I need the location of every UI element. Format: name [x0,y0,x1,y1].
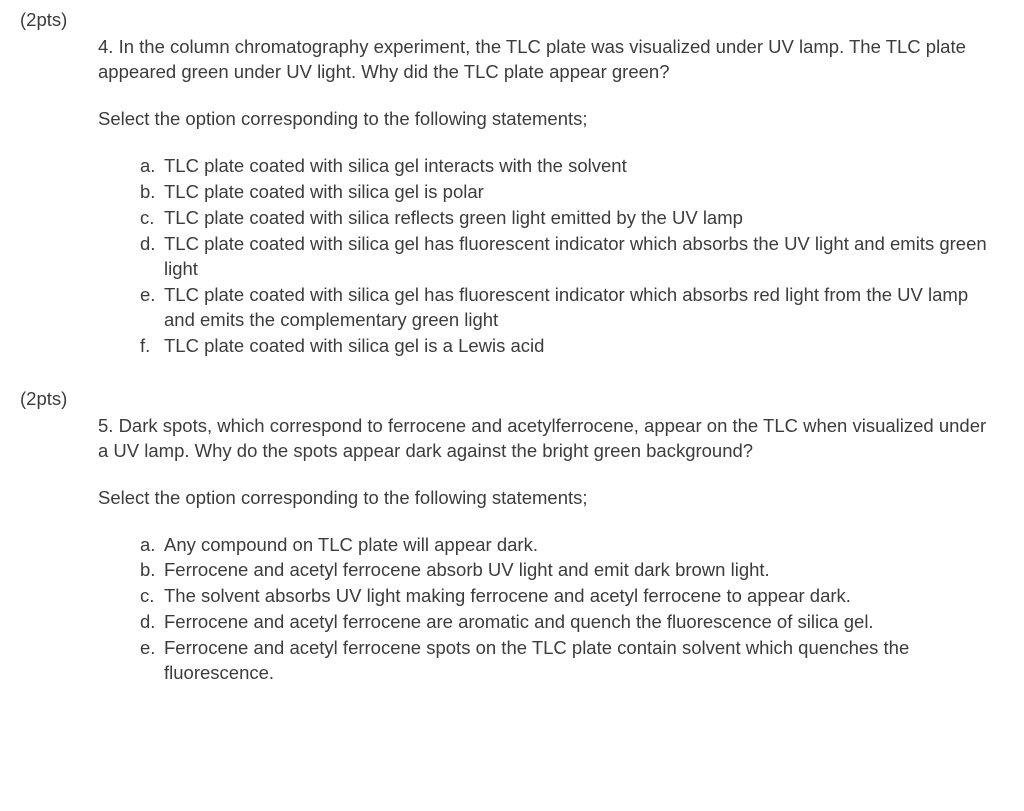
question-5-option-b: b. Ferrocene and acetyl ferrocene absorb… [140,558,994,583]
question-4-options: a. TLC plate coated with silica gel inte… [140,154,994,359]
option-text: Ferrocene and acetyl ferrocene spots on … [164,636,994,686]
question-4-block: (2pts) 4. In the column chromatography e… [20,8,1004,359]
option-letter: c. [140,206,164,231]
question-5-option-a: a. Any compound on TLC plate will appear… [140,533,994,558]
question-5-options: a. Any compound on TLC plate will appear… [140,533,994,687]
option-text: TLC plate coated with silica gel has flu… [164,283,994,333]
question-5-option-c: c. The solvent absorbs UV light making f… [140,584,994,609]
question-5-block: (2pts) 5. Dark spots, which correspond t… [20,387,1004,687]
question-5-text: 5. Dark spots, which correspond to ferro… [98,414,994,464]
option-text: The solvent absorbs UV light making ferr… [164,584,994,609]
option-letter: b. [140,180,164,205]
option-text: Any compound on TLC plate will appear da… [164,533,994,558]
option-text: TLC plate coated with silica gel has flu… [164,232,994,282]
option-text: Ferrocene and acetyl ferrocene absorb UV… [164,558,994,583]
question-5-points: (2pts) [20,387,1004,412]
option-letter: a. [140,533,164,558]
option-letter: d. [140,232,164,282]
question-5-instruction: Select the option corresponding to the f… [98,486,1004,511]
option-letter: e. [140,636,164,686]
option-letter: b. [140,558,164,583]
question-5-option-e: e. Ferrocene and acetyl ferrocene spots … [140,636,994,686]
option-letter: f. [140,334,164,359]
question-4-option-b: b. TLC plate coated with silica gel is p… [140,180,994,205]
question-4-option-c: c. TLC plate coated with silica reflects… [140,206,994,231]
option-text: TLC plate coated with silica gel is pola… [164,180,994,205]
question-4-option-f: f. TLC plate coated with silica gel is a… [140,334,994,359]
question-4-points: (2pts) [20,8,1004,33]
question-4-option-a: a. TLC plate coated with silica gel inte… [140,154,994,179]
option-letter: d. [140,610,164,635]
option-text: TLC plate coated with silica gel interac… [164,154,994,179]
option-text: TLC plate coated with silica gel is a Le… [164,334,994,359]
question-4-option-e: e. TLC plate coated with silica gel has … [140,283,994,333]
option-letter: e. [140,283,164,333]
question-5-option-d: d. Ferrocene and acetyl ferrocene are ar… [140,610,994,635]
question-4-instruction: Select the option corresponding to the f… [98,107,1004,132]
option-text: Ferrocene and acetyl ferrocene are aroma… [164,610,994,635]
option-letter: c. [140,584,164,609]
option-text: TLC plate coated with silica reflects gr… [164,206,994,231]
question-4-text: 4. In the column chromatography experime… [98,35,994,85]
option-letter: a. [140,154,164,179]
question-4-option-d: d. TLC plate coated with silica gel has … [140,232,994,282]
